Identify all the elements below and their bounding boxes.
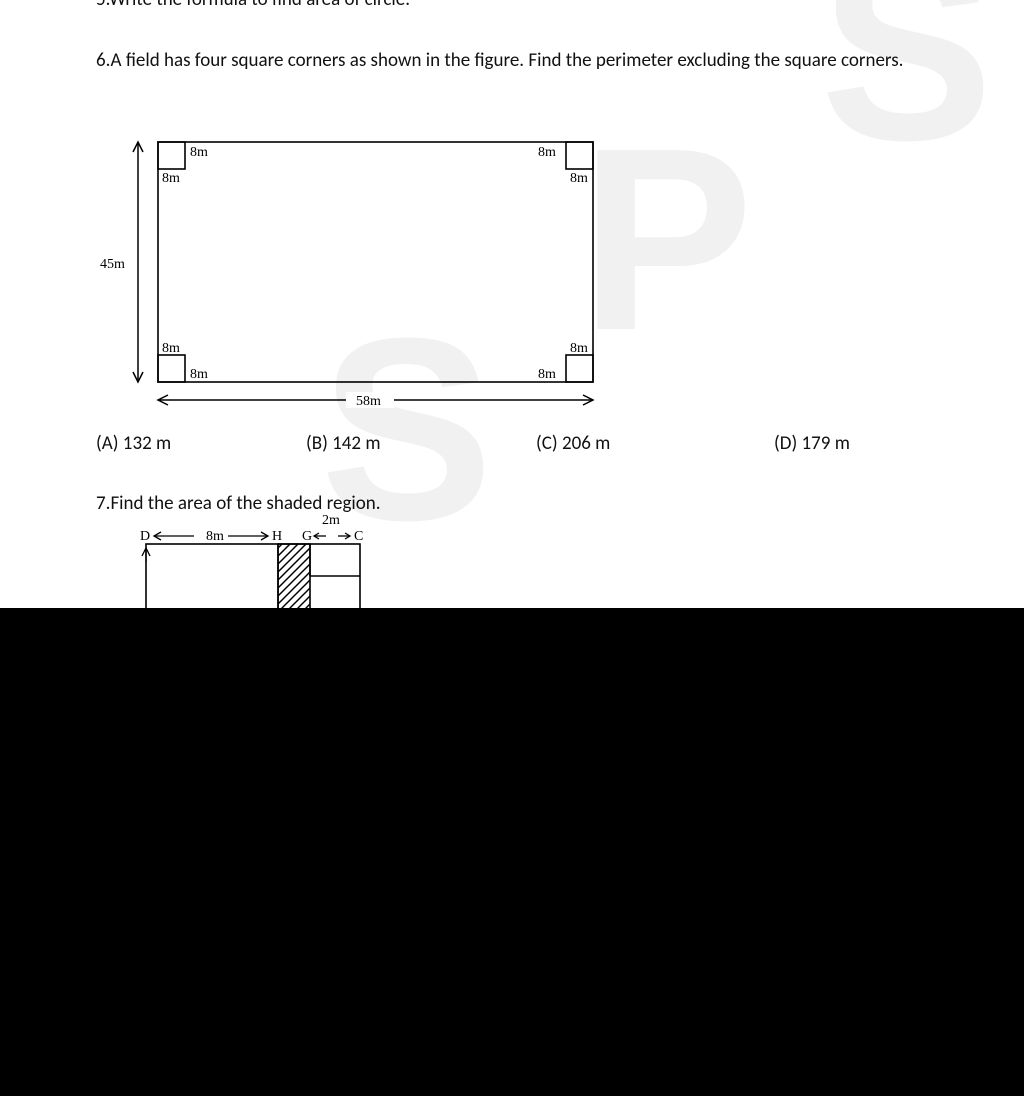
fig7-8m: 8m	[206, 529, 224, 544]
question-6-figure: 8m 8m 8m 8m 8m 8m 8m 8m 45m 58m	[98, 130, 598, 420]
question-6-text: 6.A field has four square corners as sho…	[96, 48, 996, 75]
option-a: (A) 132 m	[96, 432, 171, 455]
fig7-C: C	[354, 529, 363, 544]
fig6-tl-side: 8m	[162, 171, 180, 186]
fig6-height-label: 45m	[100, 257, 125, 272]
fig6-bl-side: 8m	[162, 341, 180, 356]
fig7-G: G	[302, 529, 312, 544]
fig7-H: H	[272, 529, 282, 544]
fig6-br-bottom: 8m	[538, 367, 556, 382]
page-black-area	[0, 608, 1024, 1096]
question-5-cutoff: 5.Write the formula to find area of circ…	[96, 0, 410, 11]
fig6-br-side: 8m	[570, 341, 588, 356]
fig7-D: D	[140, 529, 150, 544]
fig6-tl-top: 8m	[190, 145, 208, 160]
q7-number: 7.	[96, 492, 110, 515]
fig6-width-label: 58m	[356, 394, 381, 409]
q6-body: A field has four square corners as shown…	[111, 49, 904, 72]
fig6-tr-top: 8m	[538, 145, 556, 160]
option-d: (D) 179 m	[774, 432, 850, 455]
option-b: (B) 142 m	[306, 432, 381, 455]
fig6-bl-bottom: 8m	[190, 367, 208, 382]
watermark-s-2: S	[820, 0, 993, 180]
question-7-text: 7.Find the area of the shaded region.	[96, 492, 381, 515]
option-c: (C) 206 m	[536, 432, 610, 455]
q7-body: Find the area of the shaded region.	[110, 492, 380, 515]
question-7-figure: 2m 8m D H G C	[128, 514, 428, 608]
q6-number: 6.	[96, 49, 111, 72]
fig6-tr-side: 8m	[570, 171, 588, 186]
page-white-area: S P S 5.Write the formula to find area o…	[0, 0, 1024, 608]
watermark-p: P	[580, 110, 753, 370]
fig7-2m: 2m	[322, 514, 340, 528]
